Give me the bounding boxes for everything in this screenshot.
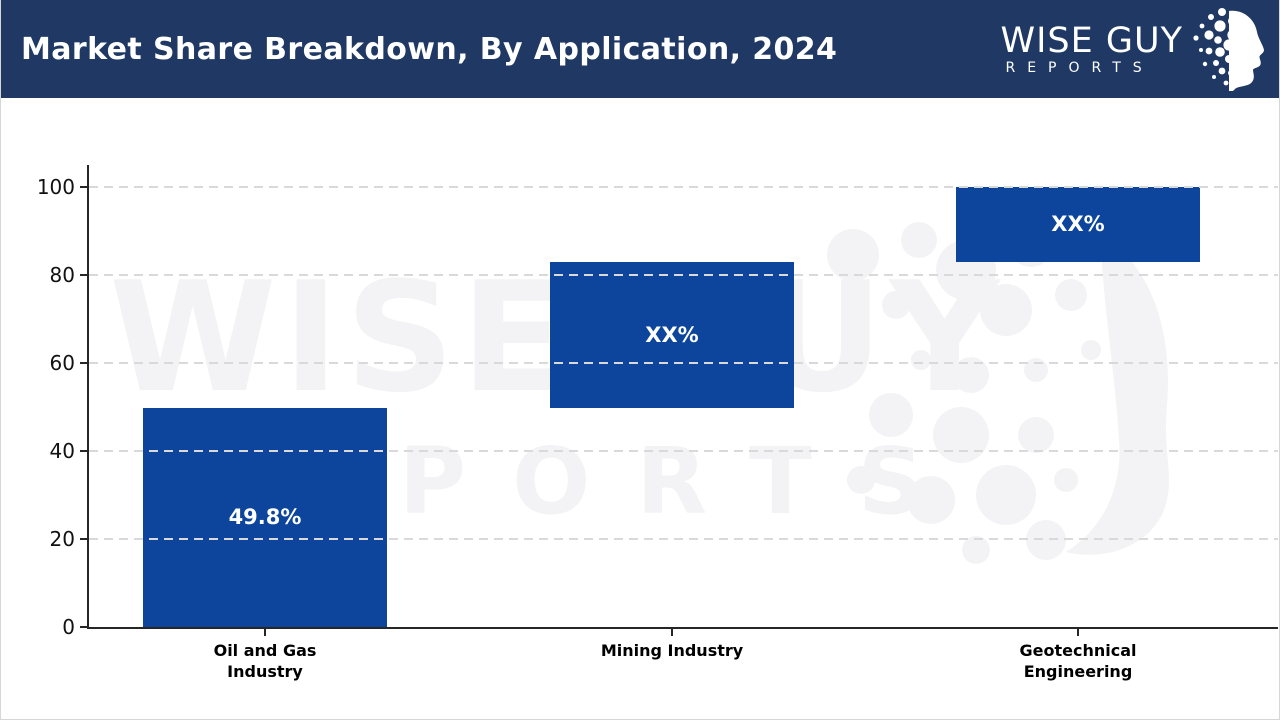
y-tick-mark — [80, 186, 88, 188]
gridline — [89, 450, 1278, 452]
x-category-label: Geotechnical Engineering — [1019, 641, 1137, 681]
y-tick-mark — [80, 450, 88, 452]
x-axis-line — [87, 627, 1278, 629]
logo-head-icon — [1193, 8, 1264, 91]
gridline — [89, 274, 1278, 276]
y-tick-mark — [80, 274, 88, 276]
y-tick-mark — [80, 538, 88, 540]
bar-value-label: XX% — [1051, 212, 1105, 237]
bar-segment — [143, 407, 387, 627]
y-tick-mark — [80, 362, 88, 364]
logo-subtitle: REPORTS — [1005, 59, 1154, 76]
gridline — [89, 538, 1278, 540]
header-bar: Market Share Breakdown, By Application, … — [1, 0, 1279, 98]
x-tick-mark — [1077, 629, 1079, 636]
gridline — [89, 186, 1278, 188]
brand-logo: WISE GUY REPORTS — [1000, 7, 1267, 91]
bar-segment — [550, 261, 794, 408]
gridline — [89, 362, 1278, 364]
logo-text-column: WISE GUY REPORTS — [1000, 23, 1183, 76]
bar-value-label: 49.8% — [228, 505, 302, 530]
y-tick-label: 100 — [36, 175, 75, 199]
x-tick-mark — [671, 629, 673, 636]
y-axis-line — [87, 165, 89, 629]
y-tick-label: 20 — [49, 527, 75, 551]
x-tick-mark — [264, 629, 266, 636]
y-tick-label: 60 — [49, 351, 75, 375]
y-tick-mark — [80, 626, 88, 628]
y-tick-label: 0 — [62, 615, 75, 639]
y-tick-label: 40 — [49, 439, 75, 463]
bar-value-label: XX% — [645, 322, 699, 347]
logo-wordmark: WISE GUY — [1000, 20, 1183, 61]
page-title: Market Share Breakdown, By Application, … — [21, 31, 838, 67]
x-category-label: Oil and Gas Industry — [213, 641, 317, 681]
y-tick-label: 80 — [49, 263, 75, 287]
watermark-head-dots — [827, 222, 1169, 564]
x-category-label: Mining Industry — [600, 641, 744, 660]
